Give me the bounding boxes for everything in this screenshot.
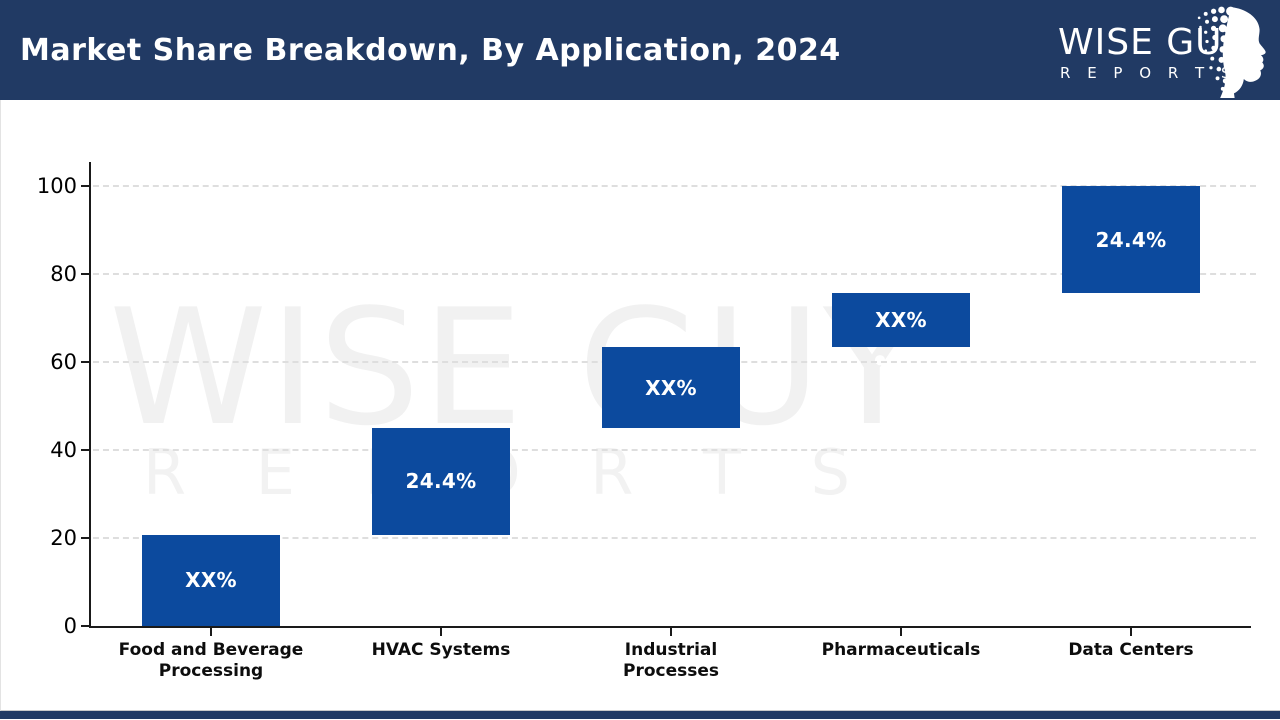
x-category-label: Data Centers (1068, 640, 1194, 660)
chart-area: WISE GUY R E P O R T S 020406080100XX%24… (0, 100, 1280, 711)
bar-segment: XX% (602, 347, 740, 428)
wiseguy-logo: WISE GUY R E P O R T S (1020, 2, 1270, 98)
y-tick-label: 20 (50, 526, 77, 550)
bar-segment: XX% (832, 293, 970, 348)
bar-value-label: 24.4% (1095, 227, 1167, 252)
y-tick-mark (81, 185, 89, 187)
gridline-20 (93, 537, 1256, 539)
watermark-wordmark: WISE GUY (109, 274, 923, 461)
page-title: Market Share Breakdown, By Application, … (20, 32, 841, 68)
gridline-100 (93, 185, 1256, 187)
y-tick-label: 80 (50, 262, 77, 286)
y-tick-mark (81, 449, 89, 451)
bar-value-label: XX% (645, 375, 697, 400)
y-tick-label: 60 (50, 350, 77, 374)
x-category-label: Pharmaceuticals (821, 640, 981, 660)
gridline-80 (93, 273, 1256, 275)
x-tick-mark (900, 628, 902, 636)
x-axis (89, 626, 1251, 628)
header: Market Share Breakdown, By Application, … (0, 0, 1280, 100)
bar-segment: XX% (142, 534, 280, 626)
y-tick-mark (81, 273, 89, 275)
y-tick-mark (81, 361, 89, 363)
x-tick-mark (210, 628, 212, 636)
gridline-40 (93, 449, 1256, 451)
bar-value-label: 24.4% (405, 469, 477, 494)
x-category-label: Food and Beverage Processing (118, 640, 304, 681)
bar-segment: 24.4% (372, 427, 510, 535)
x-tick-mark (440, 628, 442, 636)
y-tick-label: 40 (50, 438, 77, 462)
y-tick-mark (81, 625, 89, 627)
wiseguy-head-icon (1197, 6, 1266, 98)
y-tick-label: 100 (36, 174, 77, 198)
x-category-label: HVAC Systems (371, 640, 511, 660)
x-tick-mark (1130, 628, 1132, 636)
wiseguy-logo-reports-label: R E P O R T S (1060, 64, 1237, 82)
y-tick-label: 0 (63, 614, 77, 638)
bar-value-label: XX% (185, 568, 237, 593)
bar-value-label: XX% (875, 308, 927, 333)
footer-bar (0, 711, 1280, 719)
y-tick-mark (81, 537, 89, 539)
x-tick-mark (670, 628, 672, 636)
y-axis (89, 162, 91, 628)
bar-segment: 24.4% (1062, 186, 1200, 294)
x-category-label: Industrial Processes (622, 640, 719, 681)
